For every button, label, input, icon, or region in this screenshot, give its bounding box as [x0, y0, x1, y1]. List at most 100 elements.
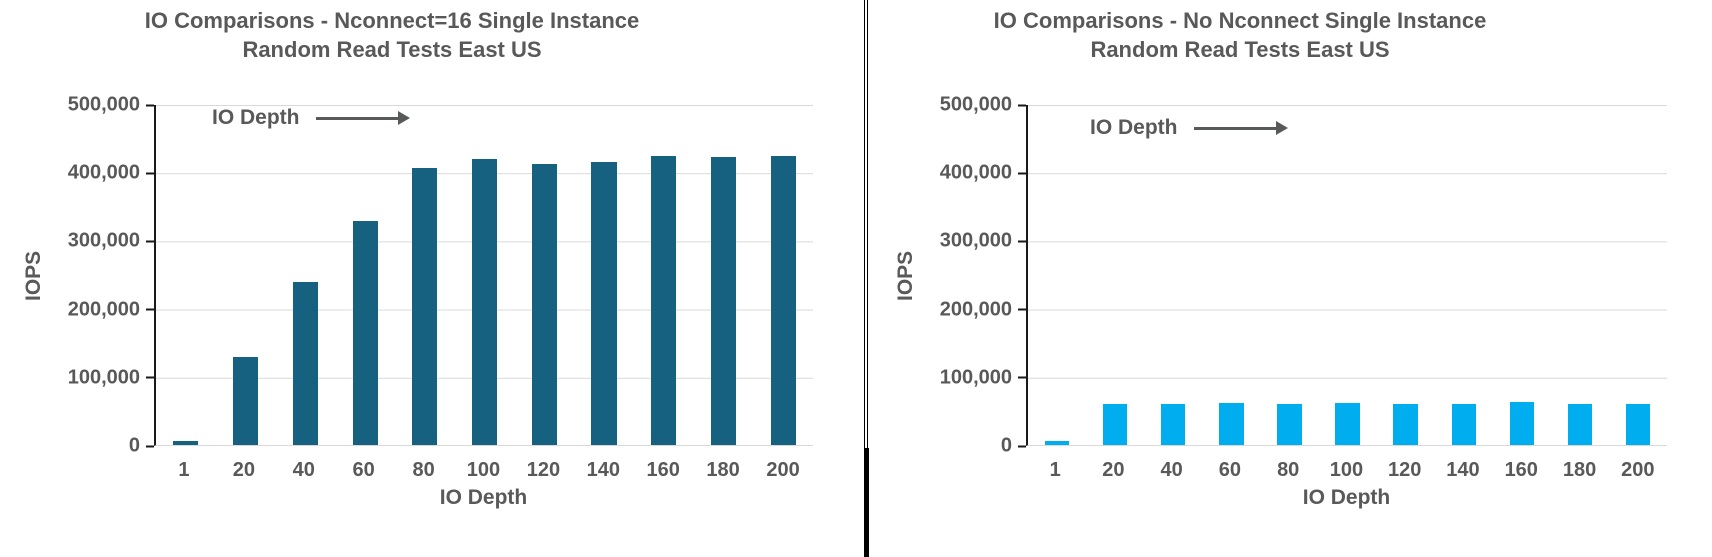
bar-slot [694, 105, 754, 445]
chart-body: IOPS 500,000 400,000 300,000 200,000 100,000… [0, 94, 864, 510]
x-tick-label: 140 [586, 459, 620, 481]
bar-slot [216, 105, 276, 445]
y-tick-label: 0 [128, 434, 140, 457]
plot-area: IO Depth [1026, 105, 1667, 446]
y-tick: 200,000 [940, 298, 1026, 321]
x-tick-label: 120 [526, 459, 561, 481]
y-tick: 300,000 [940, 230, 1026, 253]
y-tick: 100,000 [68, 366, 154, 389]
x-tick-label: 40 [1160, 459, 1183, 481]
y-tick: 400,000 [68, 162, 154, 185]
y-tick: 0 [129, 435, 154, 458]
y-tick: 200,000 [68, 298, 154, 321]
chart-title: IO Comparisons - Nconnect=16 Single Inst… [0, 6, 864, 64]
chart-title-line1: IO Comparisons - No Nconnect Single Inst… [993, 8, 1487, 33]
bar-iodepth-60 [1219, 402, 1244, 445]
bar-slot [1260, 105, 1318, 445]
panel-divider [864, 0, 872, 557]
bar-slot [574, 105, 634, 445]
y-tick-mark [1018, 104, 1026, 106]
bar-slot [395, 105, 455, 445]
chart-title: IO Comparisons - No Nconnect Single Inst… [872, 6, 1712, 64]
y-tick-label: 200,000 [939, 298, 1012, 321]
y-tick-label: 400,000 [939, 161, 1012, 184]
x-tick-label: 1 [1049, 459, 1061, 481]
annotation-label: IO Depth [212, 106, 300, 129]
y-axis-title: IOPS [894, 250, 917, 301]
bar-iodepth-80 [1277, 403, 1302, 445]
x-tick-label: 180 [706, 459, 740, 481]
y-tick-label: 200,000 [67, 298, 140, 321]
plot-column: IO Depth 1 20 40 60 80 100 120 140 160 180 200 IO … [154, 105, 813, 510]
x-tick-label: 80 [1277, 459, 1300, 481]
plot-area: IO Depth [154, 105, 813, 446]
arrow-line [315, 116, 398, 120]
bar-iodepth-40 [292, 282, 318, 445]
bar-slot [1318, 105, 1376, 445]
bar-slot [1551, 105, 1609, 445]
bar-slot [156, 105, 216, 445]
bar-iodepth-200 [1625, 403, 1651, 445]
plot-column: IO Depth 1 20 40 60 80 100 120 140 160 180 200 IO … [1026, 105, 1667, 510]
bar-slot [1028, 105, 1086, 445]
x-tick-label: 20 [232, 459, 255, 481]
arrow-head [397, 111, 410, 125]
bar-slot [455, 105, 515, 445]
bar-slot [753, 105, 813, 445]
y-tick-mark [1018, 376, 1026, 379]
x-tick-label: 120 [1388, 459, 1422, 481]
y-tick-mark [146, 445, 154, 447]
x-tick-label: 160 [1504, 459, 1538, 481]
y-tick-mark [1018, 240, 1026, 243]
x-axis-title: IO Depth [1302, 486, 1391, 509]
x-tick-label: 80 [412, 459, 435, 481]
bar-iodepth-120 [1393, 403, 1418, 445]
y-tick-mark [146, 308, 154, 311]
x-tick-label: 180 [1562, 459, 1597, 481]
x-tick-label: 1 [178, 459, 190, 481]
bar-slot [1086, 105, 1144, 445]
bar-iodepth-1 [173, 441, 199, 445]
x-tick-label: 140 [1446, 459, 1480, 481]
bar-slot [1493, 105, 1551, 445]
chart-title-line2: Random Read Tests East US [1090, 37, 1390, 62]
bar-iodepth-140 [1451, 403, 1476, 445]
bar-iodepth-40 [1161, 403, 1186, 445]
bar-slot [1435, 105, 1493, 445]
y-axis-labels: 500,000 400,000 300,000 200,000 100,000 0 [926, 94, 1026, 457]
bars-layer [1028, 105, 1667, 445]
panel-divider-thin [864, 0, 868, 448]
y-tick-label: 500,000 [67, 93, 140, 116]
y-tick-label: 500,000 [939, 93, 1012, 116]
y-tick-mark [1018, 445, 1026, 447]
x-tick-label: 40 [292, 459, 315, 481]
bar-iodepth-140 [591, 162, 617, 445]
y-tick-mark [146, 240, 154, 243]
y-tick-label: 400,000 [67, 161, 140, 184]
chart-no-nconnect: IO Comparisons - No Nconnect Single Inst… [872, 0, 1712, 557]
x-tick-label: 20 [1102, 459, 1125, 481]
x-tick-label: 100 [466, 459, 501, 481]
x-tick-label: 200 [766, 459, 800, 481]
y-tick-label: 300,000 [67, 229, 140, 252]
x-tick-label: 60 [352, 459, 375, 481]
bar-iodepth-180 [710, 157, 737, 445]
io-depth-annotation: IO Depth [1090, 116, 1288, 140]
right-arrow-icon [315, 111, 410, 125]
x-axis-labels: 1 20 40 60 80 100 120 140 160 180 200 [1026, 459, 1667, 482]
x-tick-label: 160 [646, 459, 680, 481]
bar-slot [1377, 105, 1435, 445]
bar-iodepth-100 [1335, 402, 1360, 445]
bar-slot [335, 105, 395, 445]
y-tick: 0 [1001, 435, 1026, 458]
arrow-head [1275, 121, 1288, 135]
bars-layer [156, 105, 813, 445]
arrow-line [1193, 126, 1276, 130]
bar-iodepth-120 [531, 164, 557, 445]
y-tick: 100,000 [940, 366, 1026, 389]
bar-slot [275, 105, 335, 445]
y-tick-mark [146, 376, 154, 379]
annotation-label: IO Depth [1090, 116, 1178, 139]
y-tick-label: 100,000 [67, 366, 140, 389]
